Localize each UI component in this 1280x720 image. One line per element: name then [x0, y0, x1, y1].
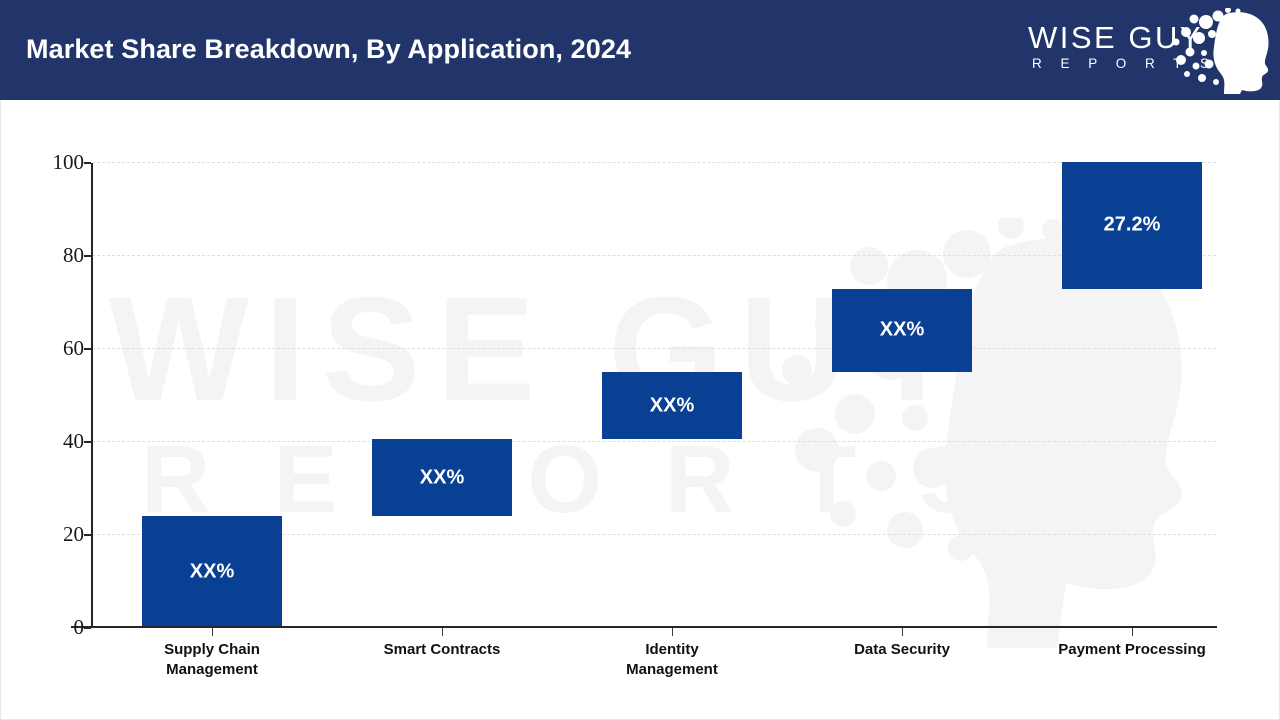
ytick-label-20: 20 — [63, 522, 84, 546]
xtick-label-identity-management: Identity Management — [626, 641, 718, 678]
watermark-head-icon — [782, 218, 1182, 648]
gridline-20 — [92, 534, 1216, 536]
gridline-40 — [92, 441, 1216, 443]
bar-supply-chain-management[interactable]: XX% — [142, 516, 282, 627]
ytick-label-80: 80 — [63, 243, 84, 267]
ytick-mark-100 — [84, 162, 91, 164]
logo-subtext: R E P O R T S — [1032, 56, 1217, 71]
plot-area: XX% XX% XX% XX% 27.2% — [92, 162, 1216, 628]
xtick-mark-payment-processing — [1132, 628, 1133, 636]
page-title: Market Share Breakdown, By Application, … — [26, 34, 632, 64]
bar-identity-management[interactable]: XX% — [602, 372, 742, 439]
logo-wordmark: WISE GUY — [1028, 20, 1204, 55]
ytick-label-60: 60 — [63, 336, 84, 360]
ytick-mark-80 — [84, 255, 91, 257]
wise-guy-head-icon — [1172, 8, 1269, 94]
bar-label: XX% — [649, 394, 695, 417]
xtick-mark-identity-management — [672, 628, 673, 636]
gridline-100 — [92, 162, 1216, 163]
ytick-mark-40 — [84, 441, 91, 443]
gridline-60 — [92, 348, 1216, 350]
ytick-label-40: 40 — [63, 429, 84, 453]
chart-container: WISE GUY REPORTS — [0, 100, 1280, 720]
xtick-label-supply-chain-management: Supply Chain Management — [164, 641, 260, 678]
y-axis-line — [91, 163, 93, 628]
page-header: Market Share Breakdown, By Application, … — [0, 0, 1280, 100]
xtick-label-data-security: Data Security — [854, 641, 950, 658]
ytick-label-100: 100 — [52, 150, 85, 174]
bar-label: XX% — [189, 560, 235, 583]
wise-guy-reports-logo: WISE GUY R E P O R T S — [1024, 6, 1274, 94]
xtick-mark-smart-contracts — [442, 628, 443, 636]
watermark-line-1: WISE GUY — [109, 267, 978, 432]
x-axis-line — [71, 626, 1217, 628]
bar-label: 27.2% — [1103, 213, 1161, 236]
xtick-mark-data-security — [902, 628, 903, 636]
ytick-mark-20 — [84, 534, 91, 536]
xtick-label-payment-processing: Payment Processing — [1058, 641, 1206, 658]
ytick-mark-60 — [84, 348, 91, 350]
xtick-label-smart-contracts: Smart Contracts — [383, 641, 501, 658]
ytick-mark-0 — [84, 627, 91, 629]
chart-watermark: WISE GUY REPORTS — [1, 100, 1280, 720]
bar-payment-processing[interactable]: 27.2% — [1062, 162, 1202, 289]
bar-data-security[interactable]: XX% — [832, 288, 972, 373]
xtick-mark-supply-chain-management — [212, 628, 213, 636]
bar-label: XX% — [879, 318, 925, 341]
gridline-80 — [92, 255, 1216, 257]
bar-label: XX% — [419, 466, 465, 489]
ytick-label-0: 0 — [73, 615, 85, 639]
bar-smart-contracts[interactable]: XX% — [372, 438, 512, 517]
